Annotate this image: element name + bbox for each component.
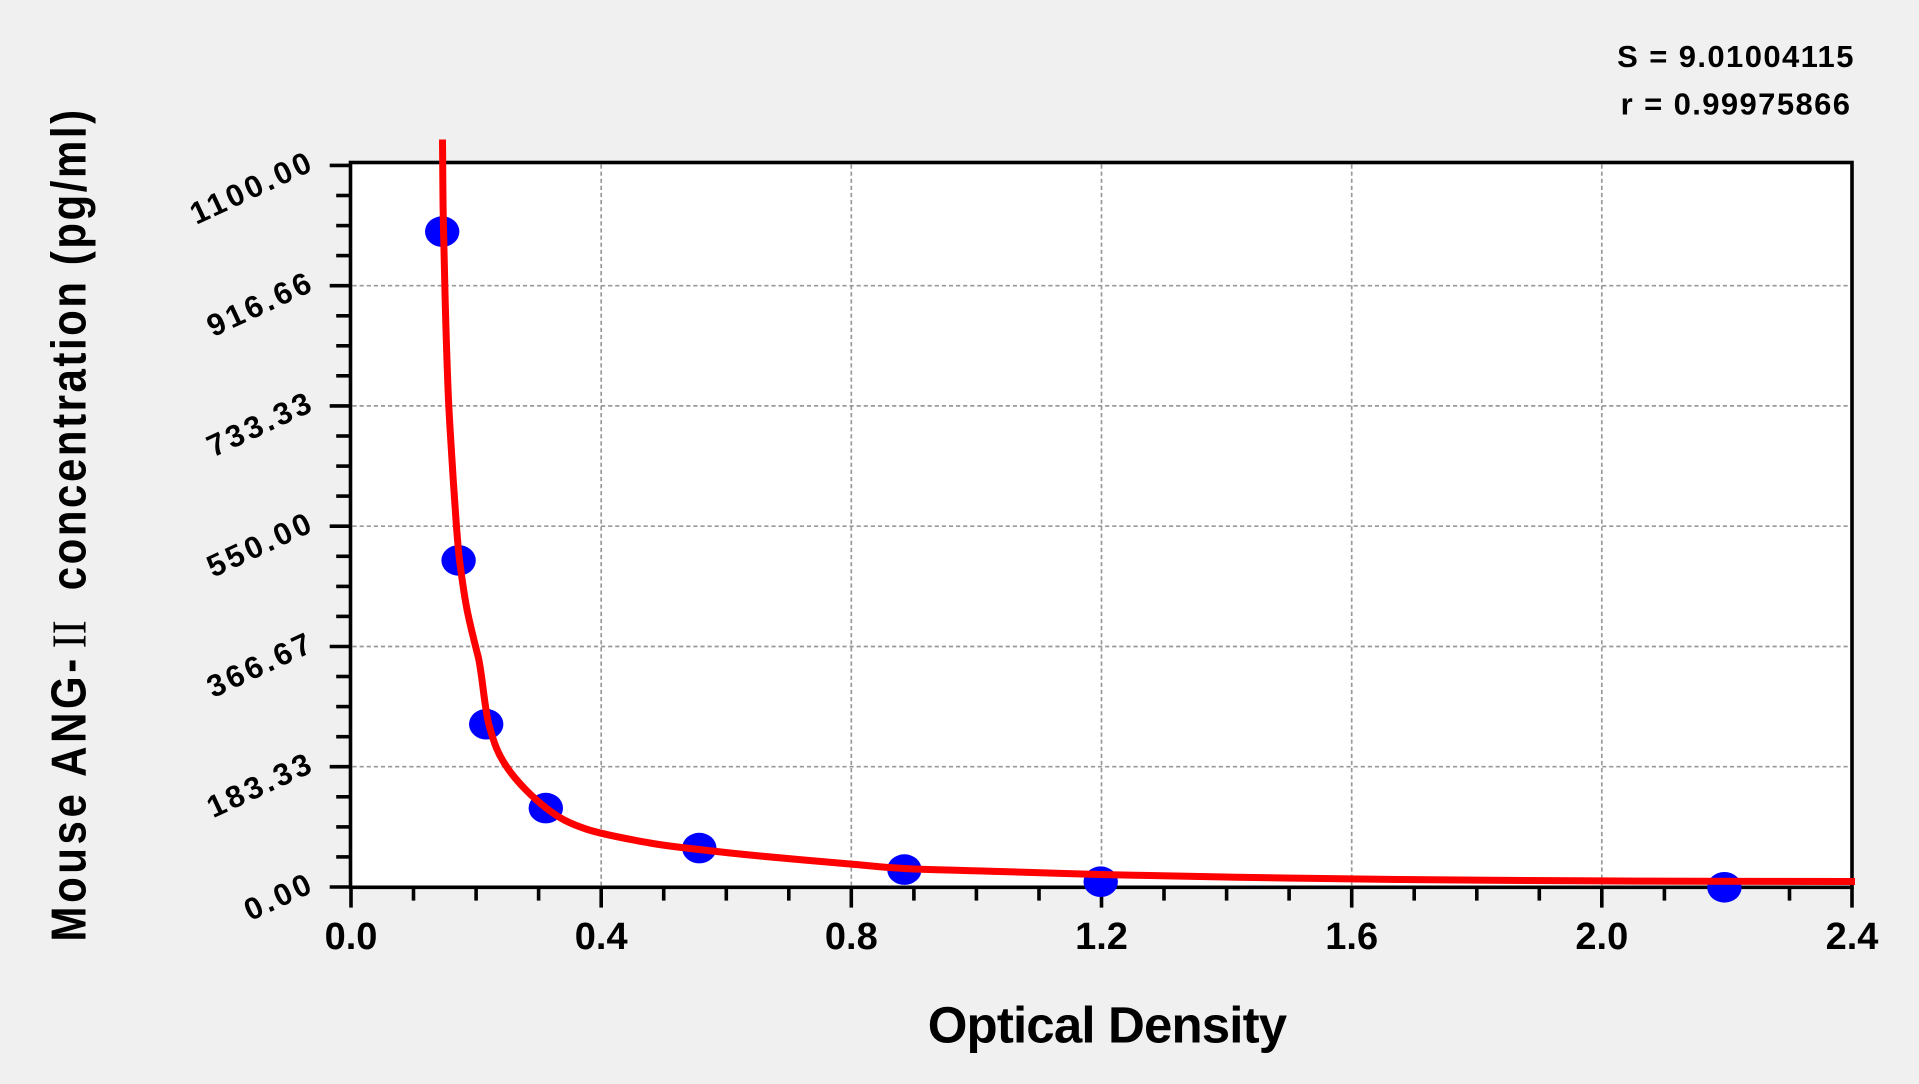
svg-text:Mouse ANG-II concentration (p: Mouse ANG-II concentration (pg/ml) [41,107,96,941]
svg-text:1.6: 1.6 [1325,916,1378,958]
svg-text:1.2: 1.2 [1075,916,1128,958]
svg-text:2.4: 2.4 [1826,916,1879,958]
svg-text:0.4: 0.4 [575,916,628,958]
svg-text:0.0: 0.0 [325,916,378,958]
svg-text:0.8: 0.8 [825,916,878,958]
svg-text:r = 0.99975866: r = 0.99975866 [1621,87,1852,122]
svg-text:S = 9.01004115: S = 9.01004115 [1617,39,1855,74]
svg-text:Optical Density: Optical Density [928,997,1288,1054]
svg-text:2.0: 2.0 [1575,916,1628,958]
